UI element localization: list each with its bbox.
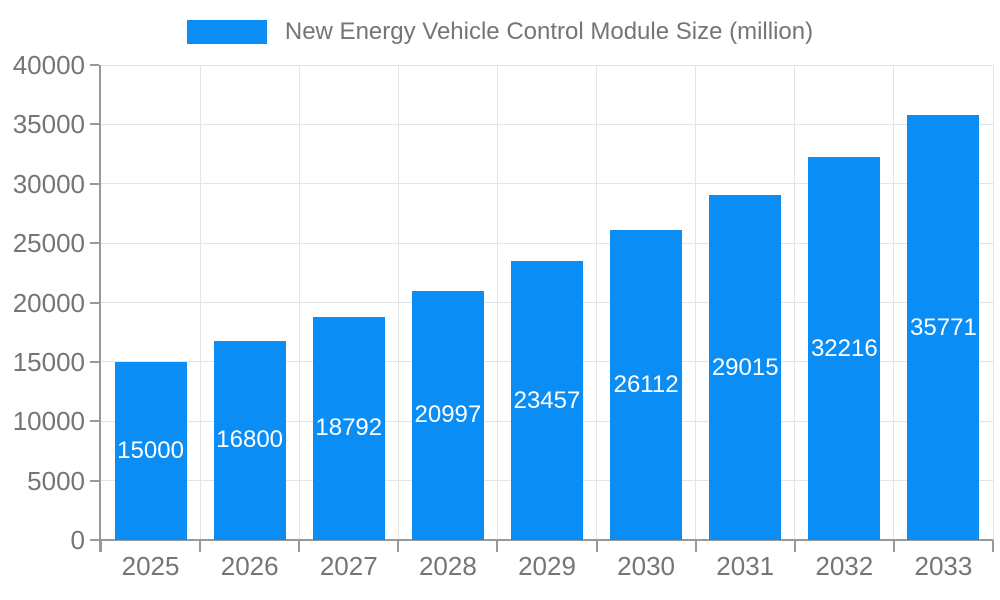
bar-2031[interactable] xyxy=(709,195,782,540)
bar-2030[interactable] xyxy=(610,229,683,540)
bar-2033[interactable] xyxy=(907,115,980,540)
x-axis-tick xyxy=(595,540,598,552)
x-axis-tick xyxy=(397,540,400,552)
bar-value-label: 29015 xyxy=(711,353,779,381)
bar-value-label: 23457 xyxy=(513,386,581,414)
y-axis-tick xyxy=(90,420,99,423)
x-axis-tick xyxy=(892,540,895,552)
gridline-x xyxy=(695,65,697,540)
x-axis-tick xyxy=(694,540,697,552)
y-tick-label: 5000 xyxy=(27,465,85,496)
gridline-y xyxy=(101,242,993,244)
y-axis-tick xyxy=(90,182,99,185)
x-tick-label: 2026 xyxy=(220,551,279,581)
y-tick-label: 20000 xyxy=(12,287,85,318)
x-axis-tick xyxy=(298,540,301,552)
bar-value-label: 20997 xyxy=(414,401,482,429)
y-tick-label: 30000 xyxy=(12,168,85,199)
bar-value-label: 35771 xyxy=(910,313,977,341)
gridline-x xyxy=(397,65,399,540)
gridline-y xyxy=(101,64,993,66)
x-tick-label: 2031 xyxy=(716,551,775,581)
y-axis-tick xyxy=(90,301,99,304)
gridline-x xyxy=(496,65,498,540)
bar-value-label: 26112 xyxy=(613,370,679,398)
x-tick-label: 2030 xyxy=(617,551,676,581)
x-tick-label: 2033 xyxy=(914,551,973,581)
y-axis-tick xyxy=(90,479,99,482)
x-axis-tick xyxy=(496,540,499,552)
gridline-y xyxy=(101,123,993,125)
y-axis-tick xyxy=(90,64,99,66)
bar-2032[interactable] xyxy=(808,157,881,540)
x-tick-label: 2027 xyxy=(319,551,378,581)
bar-value-label: 15000 xyxy=(117,436,184,464)
bar-2025[interactable] xyxy=(114,361,187,540)
gridline-x xyxy=(298,65,300,540)
y-tick-label: 35000 xyxy=(12,109,85,140)
y-tick-label: 40000 xyxy=(12,50,85,80)
x-axis-tick xyxy=(992,540,994,552)
bar-2026[interactable] xyxy=(213,340,286,540)
y-tick-label: 15000 xyxy=(12,346,85,377)
x-axis-tick xyxy=(199,540,202,552)
gridline-x xyxy=(893,65,895,540)
bar-2028[interactable] xyxy=(411,290,484,540)
gridline-x xyxy=(199,65,201,540)
x-tick-label: 2032 xyxy=(815,551,874,581)
legend-label: New Energy Vehicle Control Module Size (… xyxy=(284,18,814,45)
bar-value-label: 16800 xyxy=(216,426,284,454)
y-axis-tick xyxy=(90,242,99,245)
y-axis-line xyxy=(99,65,101,552)
gridline-x xyxy=(596,65,598,540)
y-tick-label: 0 xyxy=(70,525,85,555)
x-tick-label: 2029 xyxy=(518,551,576,581)
legend-item[interactable]: New Energy Vehicle Control Module Size (… xyxy=(0,17,1000,47)
gridline-y xyxy=(101,183,993,185)
gridline-x xyxy=(794,65,796,540)
y-tick-label: 25000 xyxy=(12,228,85,259)
gridline-x xyxy=(992,65,994,540)
y-axis-tick xyxy=(90,123,99,126)
y-tick-label: 10000 xyxy=(12,406,85,437)
x-axis-line xyxy=(99,539,993,541)
bar-value-label: 32216 xyxy=(810,334,878,362)
bar-value-label: 18792 xyxy=(315,414,383,442)
x-tick-label: 2025 xyxy=(121,551,180,581)
y-axis-tick xyxy=(90,360,99,363)
bar-2029[interactable] xyxy=(511,261,583,540)
x-axis-tick xyxy=(793,540,796,552)
legend-swatch-icon xyxy=(186,20,267,44)
bar-2027[interactable] xyxy=(312,316,385,540)
y-axis-tick xyxy=(90,539,99,541)
x-tick-label: 2028 xyxy=(418,551,477,581)
x-axis-tick xyxy=(100,540,102,552)
